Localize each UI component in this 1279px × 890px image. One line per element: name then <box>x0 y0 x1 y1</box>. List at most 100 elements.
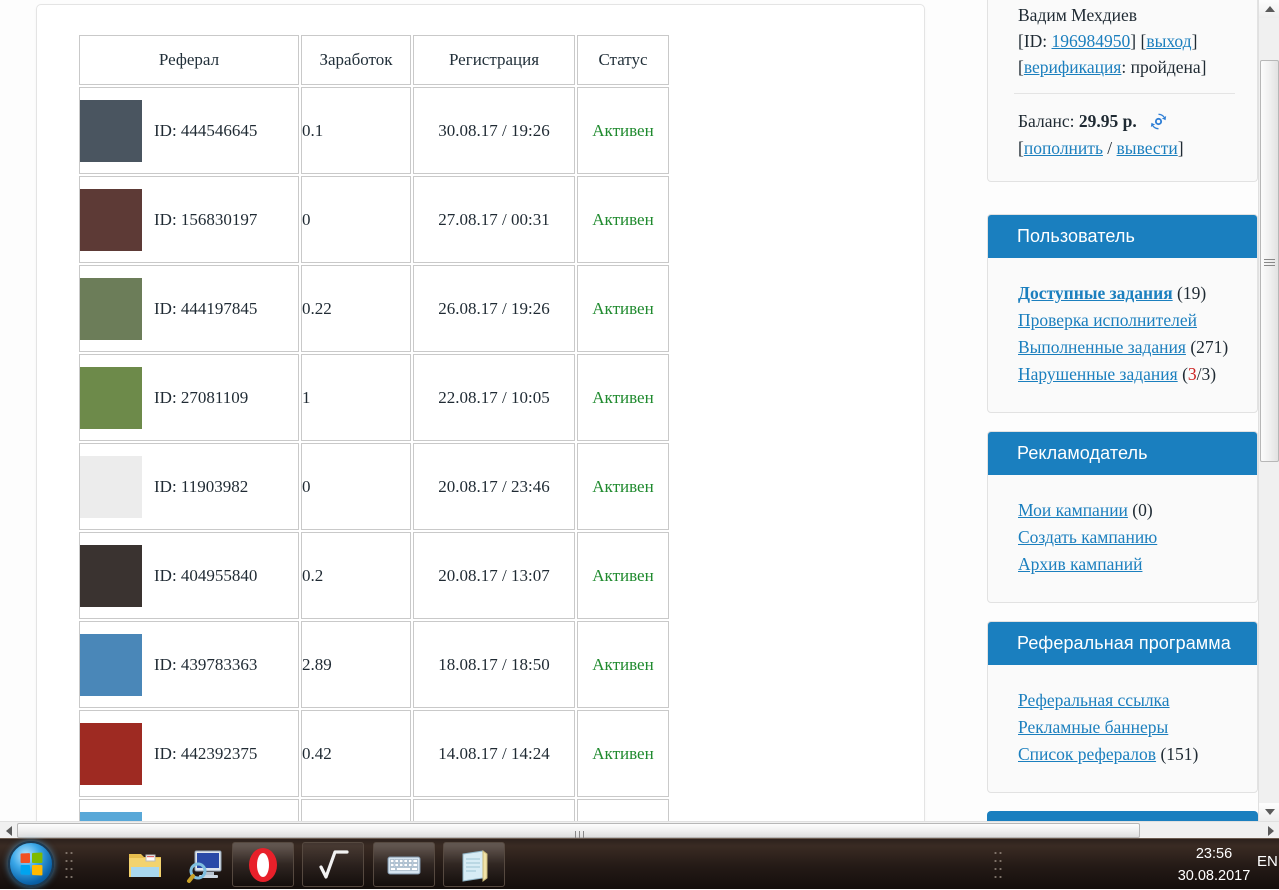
avatar[interactable] <box>80 455 142 518</box>
column-header-registration[interactable]: Регистрация <box>413 35 575 85</box>
radical-app-icon[interactable] <box>313 845 353 885</box>
refresh-icon[interactable] <box>1150 111 1167 130</box>
column-header-referral[interactable]: Реферал <box>79 35 299 85</box>
sidebar-link[interactable]: Выполненные задания <box>1018 337 1186 357</box>
sidebar-link[interactable]: Проверка исполнителей <box>1018 310 1197 330</box>
panel-body: Реферальная ссылка Рекламные баннеры Списо… <box>988 665 1257 792</box>
avatar[interactable] <box>80 366 142 429</box>
table-header: Реферал Заработок Регистрация Статус <box>79 35 669 85</box>
scroll-right-button[interactable] <box>1262 822 1279 838</box>
cell-status: Активен <box>577 443 669 530</box>
sidebar-link[interactable]: Рекламные баннеры <box>1018 717 1169 737</box>
chevron-down-icon <box>1264 809 1275 815</box>
referral-table: Реферал Заработок Регистрация Статус ID:… <box>77 33 671 821</box>
table-row[interactable]: ID: 11903982 0 20.08.17 / 23:46 Активен <box>79 443 669 530</box>
sidebar-link[interactable]: Архив кампаний <box>1018 554 1143 574</box>
on-screen-keyboard-icon[interactable] <box>384 845 424 885</box>
cell-registration: 20.08.17 / 23:46 <box>413 443 575 530</box>
verification-status: : пройдена] <box>1121 57 1207 77</box>
cell-status: Активен <box>577 799 669 821</box>
clock[interactable]: 23:56 30.08.2017 <box>1171 843 1257 887</box>
count-violations: 3 <box>1187 364 1197 384</box>
sidebar-link-row: Проверка исполнителей <box>1018 307 1229 334</box>
scroll-down-button[interactable] <box>1259 803 1279 821</box>
sidebar-panel-partial[interactable] <box>987 811 1258 821</box>
cell-earnings: 0.2 <box>301 532 411 619</box>
avatar[interactable] <box>80 544 142 607</box>
table-row[interactable]: ID: 156830197 0 27.08.17 / 00:31 Активен <box>79 176 669 263</box>
sidebar-panels: Пользователь Доступные задания (19) Провер… <box>987 214 1258 793</box>
avatar[interactable] <box>80 99 142 162</box>
cell-registration: 22.08.17 / 10:05 <box>413 354 575 441</box>
language-indicator[interactable]: EN <box>1257 853 1278 870</box>
verification-link[interactable]: верификация <box>1023 57 1122 77</box>
vertical-scrollbar[interactable] <box>1258 0 1279 821</box>
table-row[interactable]: ID: 444197845 0.22 26.08.17 / 19:26 Активен <box>79 265 669 352</box>
cell-registration: 14.08.17 / 14:24 <box>413 710 575 797</box>
cell-referral: ID: 11903982 <box>79 443 299 530</box>
avatar[interactable] <box>80 811 142 821</box>
vertical-scrollbar-thumb[interactable] <box>1260 60 1279 462</box>
chevron-up-icon <box>1264 6 1275 12</box>
scroll-up-button[interactable] <box>1259 0 1279 18</box>
table-body: ID: 444546645 0.1 30.08.17 / 19:26 Активен I… <box>79 87 669 821</box>
cell-registration: 30.08.17 / 19:26 <box>413 87 575 174</box>
scroll-left-button[interactable] <box>0 822 17 838</box>
avatar[interactable] <box>80 722 142 785</box>
column-header-earnings[interactable]: Заработок <box>301 35 411 85</box>
account-name: Вадим Мехдиев <box>1018 5 1138 25</box>
account-id-end: ] <box>1191 31 1198 51</box>
cell-referral: ID: 439783363 <box>79 621 299 708</box>
account-id-prefix: [ID: <box>1018 31 1052 51</box>
panel-body: Мои кампании (0) Создать кампанию Архив ка… <box>988 475 1257 602</box>
logout-link[interactable]: выход <box>1146 31 1192 51</box>
avatar[interactable] <box>80 277 142 340</box>
account-info: Вадим Мехдиев [ID: 196984950] [выход] [в… <box>988 0 1257 80</box>
table-row[interactable]: ID: 113659251014.08.17 / 12:30Активен <box>79 799 669 821</box>
avatar[interactable] <box>80 633 142 696</box>
table-row[interactable]: ID: 439783363 2.89 18.08.17 / 18:50 Активен <box>79 621 669 708</box>
referral-id: ID: 404955840 <box>154 565 258 585</box>
actions-close-bracket: ] <box>1177 138 1184 158</box>
sidebar-link[interactable]: Реферальная ссылка <box>1018 690 1170 710</box>
radical-app-button[interactable] <box>302 842 364 887</box>
panel-title: Реферальная программа <box>988 622 1257 665</box>
taskbar-grip-right[interactable] <box>993 849 1004 881</box>
sidebar-link[interactable]: Мои кампании <box>1018 500 1128 520</box>
table-row[interactable]: ID: 444546645 0.1 30.08.17 / 19:26 Активен <box>79 87 669 174</box>
chevron-right-icon <box>1267 826 1274 836</box>
start-button[interactable] <box>8 841 54 887</box>
deposit-link[interactable]: пополнить <box>1023 138 1103 158</box>
cell-earnings: 2.89 <box>301 621 411 708</box>
account-id-line: [ID: 196984950] [выход] <box>1018 28 1231 54</box>
file-explorer-icon[interactable] <box>125 845 165 885</box>
remote-desktop-icon[interactable] <box>186 845 226 885</box>
cell-registration: 26.08.17 / 19:26 <box>413 265 575 352</box>
referral-list-card: Реферал Заработок Регистрация Статус ID:… <box>36 4 925 821</box>
table-row[interactable]: ID: 27081109 1 22.08.17 / 10:05 Активен <box>79 354 669 441</box>
scrollbar-grip <box>1261 257 1278 268</box>
table-row[interactable]: ID: 404955840 0.2 20.08.17 / 13:07 Активен <box>79 532 669 619</box>
cell-referral: ID: 444546645 <box>79 87 299 174</box>
sidebar-link[interactable]: Доступные задания <box>1018 283 1173 303</box>
sidebar-panel: Реферальная программа Реферальная ссылка Р… <box>987 621 1258 793</box>
verification-line: [верификация: пройдена] <box>1018 54 1231 80</box>
horizontal-scrollbar-thumb[interactable] <box>17 823 1140 838</box>
cell-status: Активен <box>577 265 669 352</box>
browser-viewport: Реферал Заработок Регистрация Статус ID:… <box>0 0 1279 838</box>
notepad-icon[interactable] <box>454 845 494 885</box>
taskbar-grip-left[interactable] <box>64 849 75 881</box>
account-panel: Вадим Мехдиев [ID: 196984950] [выход] [в… <box>987 0 1258 182</box>
table-row[interactable]: ID: 442392375 0.42 14.08.17 / 14:24 Активен <box>79 710 669 797</box>
horizontal-scrollbar[interactable] <box>0 821 1279 838</box>
withdraw-link[interactable]: вывести <box>1116 138 1178 158</box>
sidebar-link-row: Рекламные баннеры <box>1018 714 1229 741</box>
column-header-status[interactable]: Статус <box>577 35 669 85</box>
sidebar-link[interactable]: Список рефералов <box>1018 744 1157 764</box>
account-id-link[interactable]: 196984950 <box>1051 31 1131 51</box>
sidebar-link[interactable]: Создать кампанию <box>1018 527 1158 547</box>
sidebar-link[interactable]: Нарушенные задания <box>1018 364 1178 384</box>
avatar[interactable] <box>80 188 142 251</box>
opera-browser-icon[interactable] <box>243 845 283 885</box>
status-badge: Активен <box>592 565 654 585</box>
